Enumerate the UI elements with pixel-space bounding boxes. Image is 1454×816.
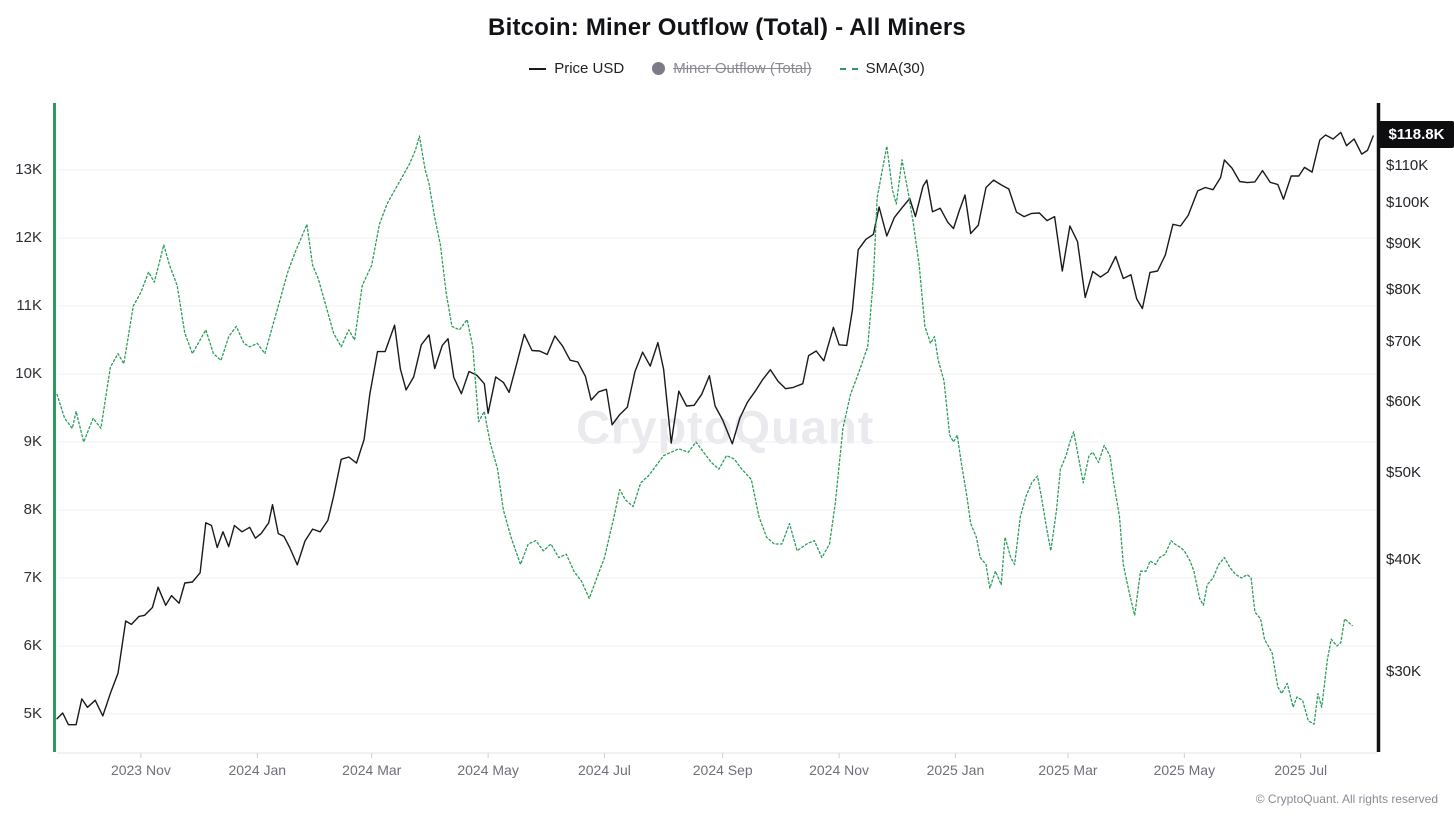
right-axis-tick: $40K: [1386, 550, 1422, 568]
legend-item-price-usd[interactable]: Price USD: [529, 60, 624, 77]
left-axis-tick: 10K: [15, 365, 42, 382]
x-axis-tick: 2025 Jan: [926, 762, 985, 778]
right-axis-tick: $60K: [1386, 393, 1422, 411]
left-axis-tick: 7K: [23, 569, 42, 586]
left-axis-tick: 8K: [23, 501, 42, 518]
legend-label: Miner Outflow (Total): [673, 60, 812, 77]
left-axis-tick: 13K: [15, 161, 42, 178]
right-axis-tick: $50K: [1386, 464, 1422, 482]
x-axis-tick: 2024 Nov: [809, 762, 870, 778]
legend-label: Price USD: [554, 60, 625, 77]
x-axis-tick: 2024 Jan: [228, 762, 287, 778]
x-axis-tick: 2023 Nov: [110, 762, 171, 778]
left-axis-tick: 9K: [23, 433, 42, 450]
legend-item-sma30[interactable]: SMA(30): [839, 60, 925, 77]
x-axis-tick: 2025 Mar: [1038, 762, 1098, 778]
right-axis-tick: $110K: [1386, 157, 1429, 174]
right-axis-tick: $70K: [1386, 333, 1422, 351]
legend: Price USD Miner Outflow (Total) SMA(30): [0, 60, 1454, 77]
left-axis-tick: 6K: [23, 637, 42, 654]
legend-label: SMA(30): [865, 60, 925, 77]
x-axis-tick: 2024 May: [457, 762, 519, 778]
last-price-badge: $118.8K: [1379, 121, 1454, 148]
left-axis-tick: 12K: [15, 229, 42, 246]
left-axis-tick: 11K: [16, 297, 42, 314]
left-axis-tick: 5K: [23, 705, 42, 722]
right-axis-tick: $100K: [1386, 194, 1430, 212]
right-axis-tick: $90K: [1386, 235, 1422, 253]
x-axis-tick: 2024 Jul: [577, 762, 631, 778]
x-axis-tick: 2024 Sep: [692, 762, 753, 778]
x-axis-tick: 2025 May: [1153, 762, 1216, 778]
dashed-line-icon: [839, 67, 858, 70]
chart-title: Bitcoin: Miner Outflow (Total) - All Min…: [488, 14, 966, 41]
right-axis-tick: $30K: [1386, 663, 1422, 680]
x-axis-tick: 2025 Jul: [1274, 762, 1328, 778]
solid-line-icon: [529, 67, 547, 70]
right-axis-tick: $80K: [1386, 281, 1422, 299]
circle-marker-icon: [652, 62, 666, 75]
copyright-note: © CryptoQuant. All rights reserved: [1255, 792, 1438, 806]
legend-item-miner-outflow[interactable]: Miner Outflow (Total): [652, 60, 812, 77]
x-axis-tick: 2024 Mar: [342, 762, 402, 778]
